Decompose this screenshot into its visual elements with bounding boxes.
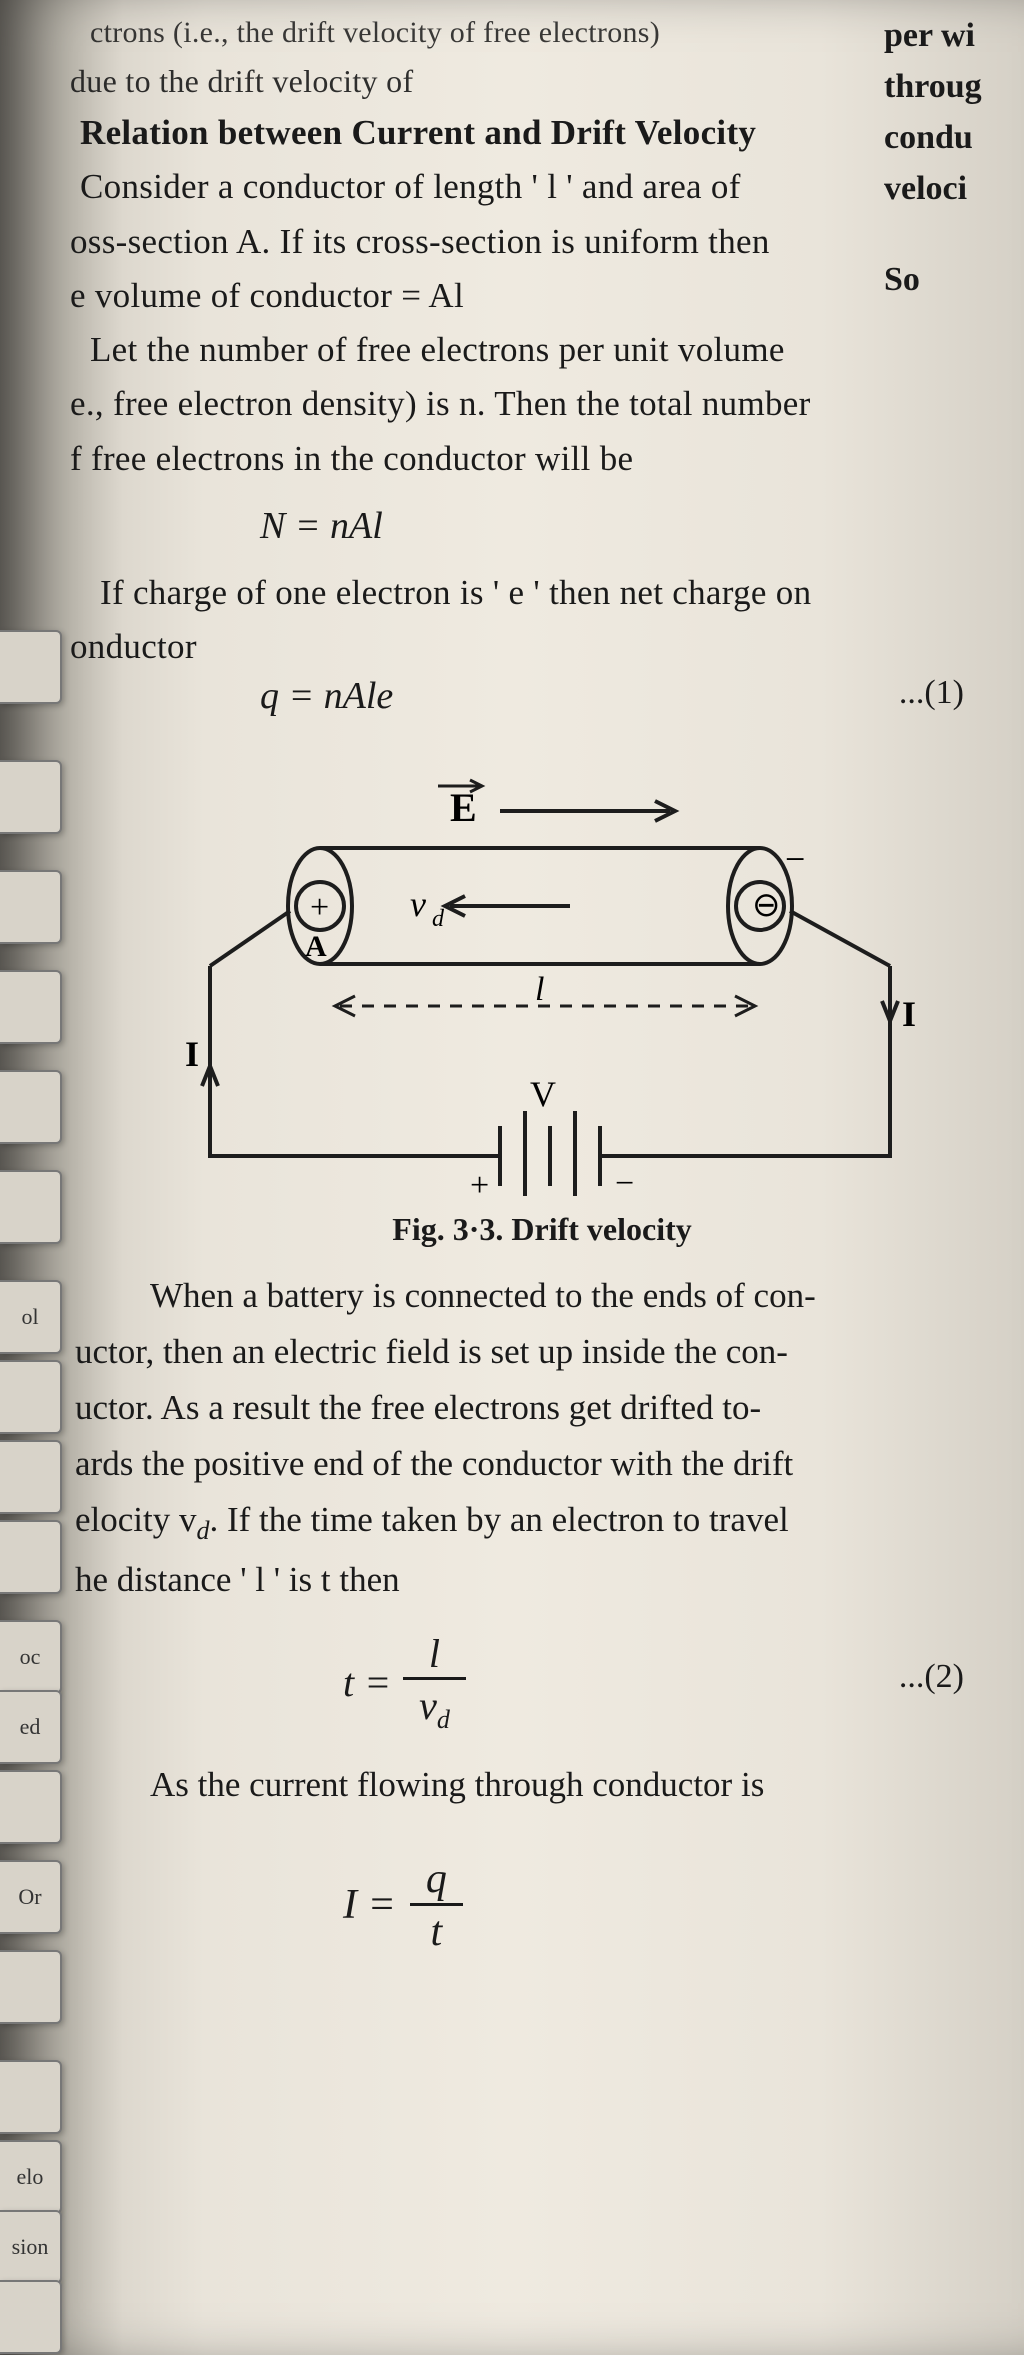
- plus-terminal: +: [310, 889, 329, 926]
- label-I-left: I: [185, 1034, 199, 1074]
- label-vd-sub: d: [432, 906, 445, 932]
- spine-tab: [0, 1360, 62, 1434]
- body-line: oss-section A. If its cross-section is u…: [70, 215, 844, 269]
- spine-tabs: ol oced Or elosion: [0, 0, 70, 2355]
- body-line: If charge of one electron is ' e ' then …: [100, 566, 984, 620]
- body-line: f free electrons in the conductor will b…: [70, 432, 1004, 486]
- spine-tab: Or: [0, 1860, 62, 1934]
- circuit-diagram-svg: E v d + ⊖ − A: [150, 756, 930, 1196]
- spine-tab: [0, 970, 62, 1044]
- spine-tab: [0, 760, 62, 834]
- equation-number-2: ...(2): [899, 1658, 964, 1696]
- label-V: V: [530, 1074, 556, 1114]
- spine-tab: sion: [0, 2210, 62, 2284]
- minus-terminal: ⊖: [752, 887, 781, 924]
- spine-tab: ol: [0, 1280, 62, 1354]
- body-line: onductor: [70, 620, 1004, 674]
- equation-q: q = nAle: [260, 674, 1004, 718]
- body-line: Consider a conductor of length ' l ' and…: [80, 160, 844, 214]
- spine-tab: [0, 630, 62, 704]
- label-l: l: [535, 971, 544, 1008]
- page: olocedOrelosion per wi throug condu velo…: [0, 0, 1024, 2355]
- equation-N: N = nAl: [260, 504, 1004, 548]
- body-line: e., free electron density) is n. Then th…: [70, 377, 844, 431]
- spine-tab: [0, 1440, 62, 1514]
- partial-line: ctrons (i.e., the drift velocity of free…: [90, 10, 1004, 57]
- body-line: Let the number of free electrons per uni…: [90, 323, 844, 377]
- label-I-right: I: [902, 994, 916, 1034]
- minus-sign: −: [785, 839, 805, 879]
- paragraph-line: ards the positive end of the conductor w…: [75, 1436, 864, 1492]
- paragraph-line: When a battery is connected to the ends …: [100, 1268, 864, 1324]
- paragraph-line: elocity vd. If the time taken by an elec…: [75, 1492, 864, 1552]
- main-content: ctrons (i.e., the drift velocity of free…: [80, 0, 1004, 1958]
- paragraph-line: he distance ' l ' is t then: [75, 1552, 864, 1608]
- spine-tab: elo: [0, 2140, 62, 2214]
- label-vd: v: [410, 884, 426, 924]
- equation-I: I = q t: [340, 1853, 1004, 1958]
- label-A: A: [305, 930, 327, 963]
- body-line: e volume of conductor = Al: [70, 269, 1004, 323]
- spine-tab: [0, 1520, 62, 1594]
- spine-tab: [0, 1070, 62, 1144]
- section-heading: Relation between Current and Drift Veloc…: [80, 106, 844, 160]
- equation-number-1: ...(1): [899, 674, 964, 712]
- spine-tab: [0, 1950, 62, 2024]
- figure-drift-velocity: E v d + ⊖ − A: [150, 756, 930, 1201]
- spine-tab: [0, 1170, 62, 1244]
- spine-tab: [0, 2280, 62, 2354]
- spine-tab: ed: [0, 1690, 62, 1764]
- figure-caption: Fig. 3·3. Drift velocity: [80, 1211, 1004, 1248]
- paragraph-line: uctor, then an electric field is set up …: [75, 1324, 864, 1380]
- paragraph-line: uctor. As a result the free electrons ge…: [75, 1380, 864, 1436]
- battery-plus: +: [470, 1167, 489, 1196]
- spine-tab: [0, 870, 62, 944]
- spine-tab: [0, 2060, 62, 2134]
- battery-minus: −: [615, 1165, 634, 1196]
- spine-tab: oc: [0, 1620, 62, 1694]
- paragraph-line: As the current flowing through conductor…: [100, 1757, 864, 1813]
- spine-tab: [0, 1770, 62, 1844]
- partial-line: due to the drift velocity of: [70, 57, 1004, 107]
